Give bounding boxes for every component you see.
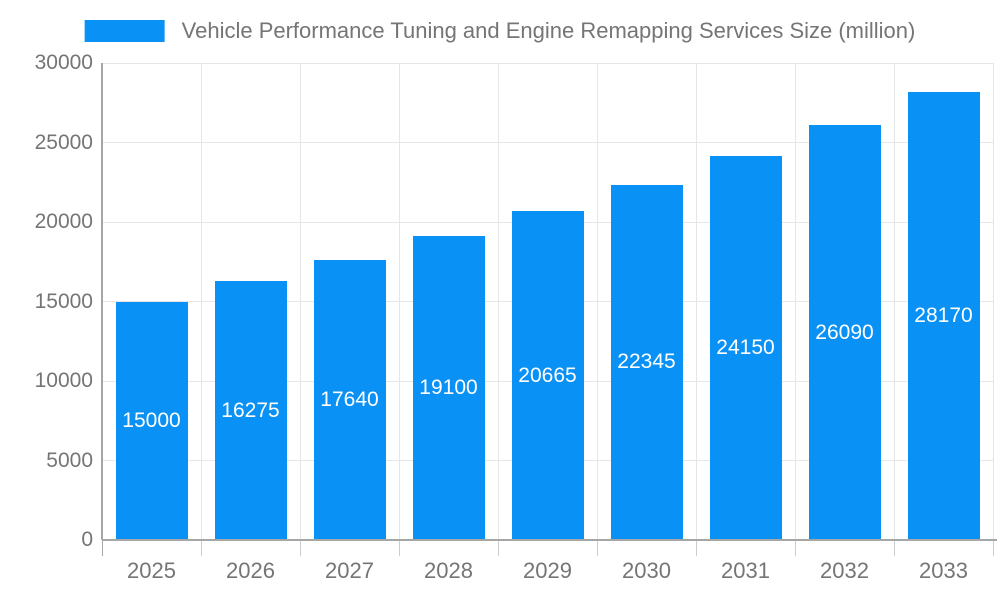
bar[interactable] <box>808 125 881 540</box>
x-axis-tick <box>200 540 202 556</box>
bar[interactable] <box>214 281 287 540</box>
y-gridline <box>102 142 993 143</box>
bar-value-label: 22345 <box>617 350 676 374</box>
x-gridline <box>695 63 697 540</box>
bar[interactable] <box>709 156 782 540</box>
bar-value-label: 17640 <box>320 387 379 411</box>
bar-value-label: 19100 <box>419 376 478 400</box>
bar[interactable] <box>313 259 386 540</box>
bar[interactable] <box>907 92 980 540</box>
y-axis-label: 5000 <box>46 448 93 472</box>
x-axis-label: 2033 <box>919 558 968 583</box>
x-axis-tick <box>596 540 598 556</box>
y-axis-label: 0 <box>81 528 93 551</box>
x-axis-tick <box>794 540 796 556</box>
y-axis-label: 15000 <box>34 289 93 313</box>
x-axis-tick <box>695 540 697 556</box>
bar-value-label: 15000 <box>122 408 181 432</box>
x-gridline <box>398 63 400 540</box>
x-gridline <box>992 63 994 540</box>
bar-value-label: 28170 <box>914 304 973 328</box>
x-axis-tick <box>299 540 301 556</box>
x-axis-label: 2029 <box>523 558 572 583</box>
x-axis-label: 2031 <box>721 558 770 583</box>
bar[interactable] <box>511 211 584 540</box>
y-axis-label: 10000 <box>34 369 93 392</box>
bar-value-label: 26090 <box>815 320 874 344</box>
x-axis-label: 2025 <box>127 558 176 583</box>
x-axis-tick <box>893 540 895 556</box>
x-axis-label: 2026 <box>226 558 275 583</box>
bar-value-label: 16275 <box>221 398 280 422</box>
bar[interactable] <box>412 236 485 540</box>
bar-value-label: 20665 <box>518 363 577 387</box>
x-axis-label: 2028 <box>424 558 473 583</box>
x-axis-tick <box>992 540 994 556</box>
y-gridline <box>102 62 993 64</box>
x-gridline <box>200 63 202 540</box>
x-gridline <box>794 63 796 540</box>
x-gridline <box>299 63 301 540</box>
x-gridline <box>893 63 895 540</box>
legend-swatch <box>84 20 165 42</box>
x-axis-tick <box>497 540 499 556</box>
x-axis-label: 2027 <box>325 558 374 583</box>
x-axis-tick <box>101 540 103 556</box>
bar[interactable] <box>610 184 683 540</box>
x-gridline <box>497 63 499 540</box>
bar[interactable] <box>115 301 188 540</box>
y-axis-label: 30000 <box>34 51 93 74</box>
y-axis-line <box>101 63 103 540</box>
bar-value-label: 24150 <box>716 336 775 359</box>
y-axis-label: 20000 <box>34 210 93 233</box>
x-axis-label: 2030 <box>622 558 671 583</box>
chart-legend: Vehicle Performance Tuning and Engine Re… <box>84 18 916 44</box>
x-axis-tick <box>398 540 400 556</box>
x-gridline <box>596 63 598 540</box>
y-axis-label: 25000 <box>34 130 93 154</box>
x-axis-label: 2032 <box>820 558 869 583</box>
legend-label: Vehicle Performance Tuning and Engine Re… <box>181 18 916 43</box>
x-axis-line <box>102 539 997 541</box>
